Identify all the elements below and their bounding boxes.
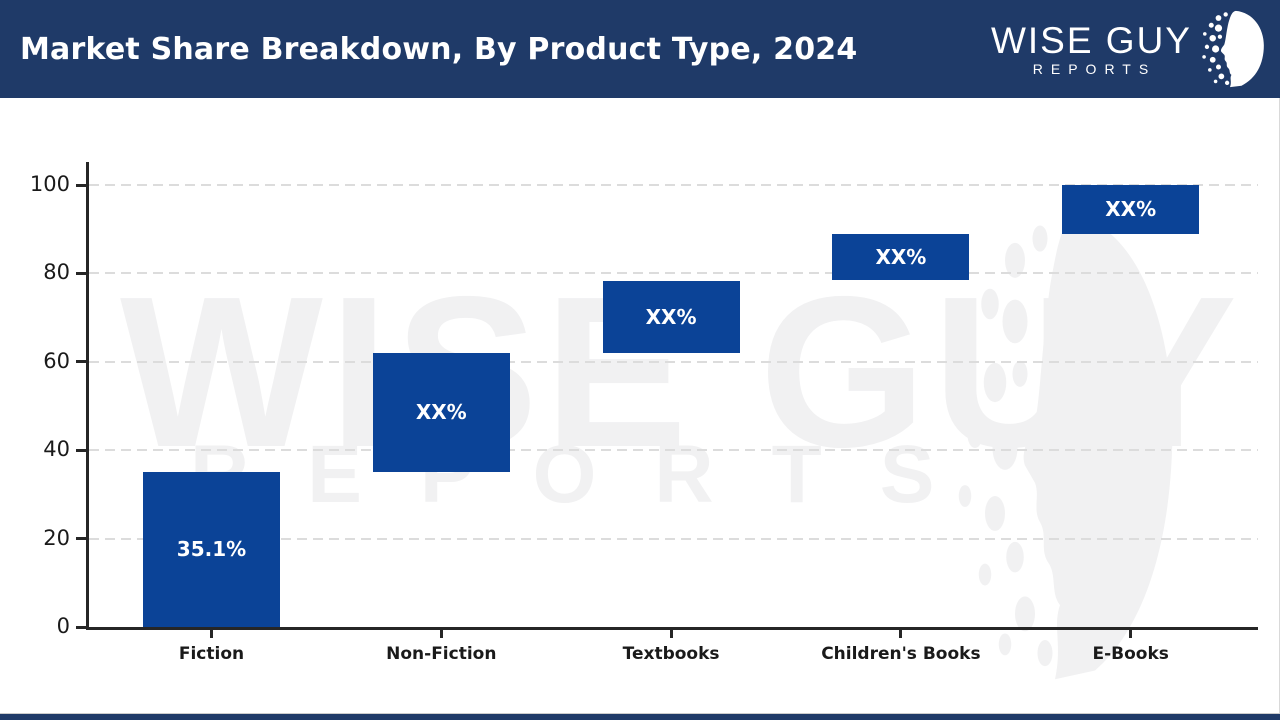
x-tick-mark-2 [669,630,673,638]
bar-value-label: XX% [645,305,697,330]
bar-textbooks: XX% [602,281,740,353]
x-category-label-0: Fiction [178,644,245,664]
bar-value-label: XX% [875,245,927,270]
x-tick-mark-4 [1129,630,1133,638]
x-tick-mark-0 [210,630,213,638]
x-tick-mark-3 [899,630,903,638]
y-tick-mark-80 [76,271,86,275]
chart-canvas: WISE GUY REPORTS 0 20 40 60 80 100 35.1% Fictio… [0,98,1280,713]
bar-value-label: 35.1% [176,537,247,562]
bar-non-fiction: XX% [372,352,510,472]
y-tick-mark-40 [76,448,86,452]
x-category-label-2: Textbooks [622,644,720,664]
y-tick-label-20: 20 [43,525,70,550]
header-band: Market Share Breakdown, By Product Type,… [0,0,1280,98]
y-tick-mark-0 [76,625,86,629]
y-tick-label-80: 80 [43,260,70,285]
gridline-y20 [89,537,1258,540]
gridline-y40 [89,449,1258,452]
dotted-head-icon [1202,10,1264,88]
brand-logo-name: WISE GUY [990,19,1192,61]
y-axis-line [86,162,89,630]
gridline-y60 [89,360,1258,363]
brand-logo: WISE GUY REPORTS [991,0,1266,98]
brand-logo-text: WISE GUY REPORTS [991,22,1192,77]
y-tick-label-0: 0 [56,614,70,638]
bar-fiction: 35.1% [143,471,280,627]
watermark-text-reports: REPORTS [190,429,993,520]
gridline-y80 [89,272,1258,275]
footer-band [0,713,1280,720]
brand-logo-subname: REPORTS [1032,60,1157,77]
gridline-y100 [89,184,1258,186]
y-tick-mark-100 [76,183,86,187]
y-tick-mark-60 [76,360,86,364]
x-category-label-3: Children's Books [821,644,981,664]
bar-value-label: XX% [415,400,467,425]
y-tick-label-40: 40 [43,437,70,462]
y-tick-label-100: 100 [29,172,70,196]
bar-children-s-books: XX% [832,234,970,281]
y-tick-label-60: 60 [43,348,70,373]
bar-e-books: XX% [1062,185,1200,234]
x-category-label-4: E-Books [1092,644,1169,664]
x-axis-line [86,627,1258,630]
chart-title: Market Share Breakdown, By Product Type,… [20,31,858,67]
x-category-label-1: Non-Fiction [386,644,497,664]
x-tick-mark-1 [439,630,443,638]
bar-value-label: XX% [1105,197,1157,222]
y-tick-mark-20 [76,537,86,541]
